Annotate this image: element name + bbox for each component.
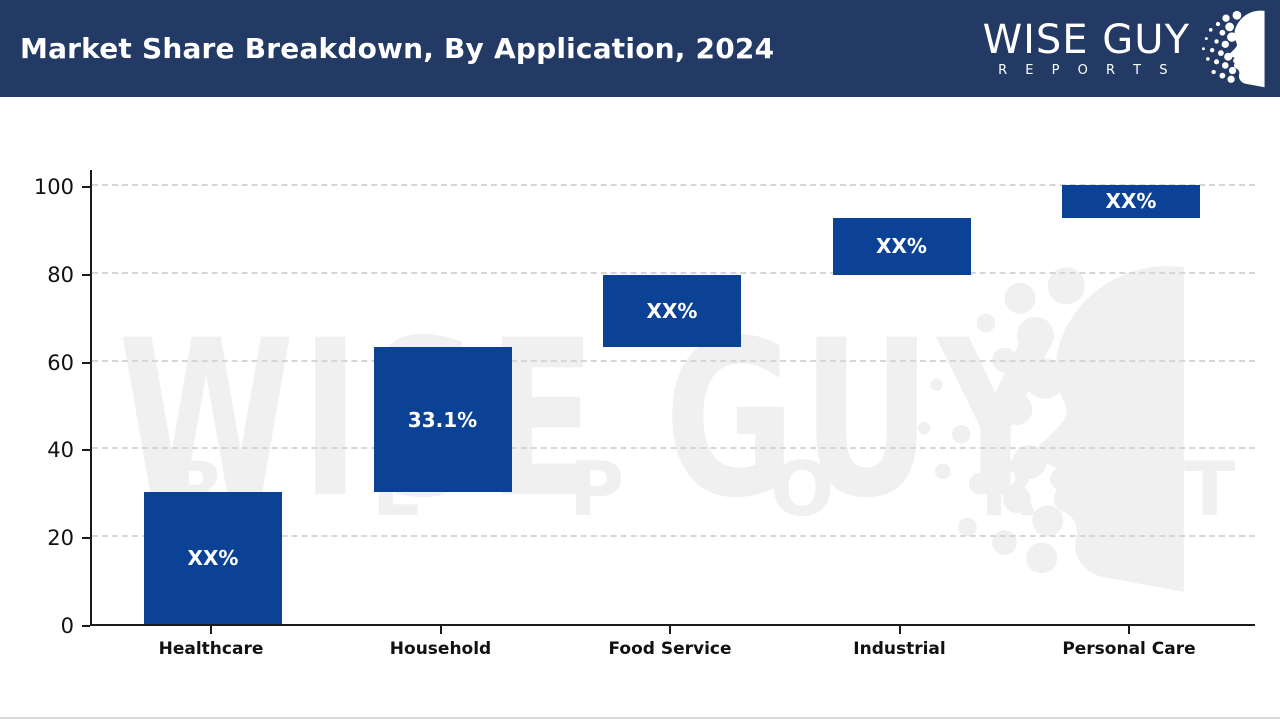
bar-value-label: XX% (187, 546, 239, 571)
y-axis-tick-label: 60 (47, 350, 74, 375)
x-axis-tick-mark (898, 626, 901, 634)
x-axis-tick-mark (210, 626, 212, 634)
bar-value-label: XX% (646, 299, 698, 323)
y-axis-tick-label: 40 (47, 438, 74, 463)
brand-subtitle: R E P O R T S (998, 63, 1175, 78)
gridline-100 (92, 184, 1255, 186)
header-banner: Market Share Breakdown, By Application, … (0, 0, 1280, 97)
gridline-20 (92, 535, 1255, 538)
x-axis-category-label: Household (389, 639, 492, 659)
plot-area: XX% 33.1% XX% XX% XX% (90, 170, 1255, 626)
bar-personal-care: XX% (1062, 185, 1200, 218)
brand-name: WISE GUY (982, 17, 1190, 63)
chart-card: WISE GUY R E P O R T S XX%33.1%XX%XX%XX%… (0, 97, 1280, 720)
y-axis-tick-mark (82, 537, 90, 540)
y-axis-tick-label: 100 (33, 175, 74, 199)
y-axis-tick-mark (82, 625, 90, 627)
y-axis-tick-mark (82, 361, 90, 364)
x-axis-category-label: Healthcare (158, 639, 264, 659)
bar-food-service: XX% (603, 275, 741, 347)
x-axis-category-label: Industrial (853, 639, 946, 659)
dotted-head-profile-icon (1202, 10, 1265, 88)
bar-industrial: XX% (832, 217, 971, 275)
x-axis-tick-mark (669, 626, 671, 634)
watermark-head-icon (918, 266, 1184, 592)
x-axis-category-label: Food Service (608, 639, 732, 659)
bar-value-label: 33.1% (407, 407, 478, 432)
y-axis-tick-label: 0 (60, 614, 74, 638)
bar-value-label: XX% (876, 234, 927, 259)
bar-value-label: XX% (1105, 189, 1157, 214)
x-axis-tick-mark (1128, 626, 1130, 634)
brand-logo: WISE GUY R E P O R T S (983, 6, 1266, 90)
x-axis-tick-mark (439, 626, 442, 634)
bar-healthcare: XX% (144, 492, 282, 624)
gridline-60 (92, 359, 1255, 362)
page-title: Market Share Breakdown, By Application, … (20, 32, 775, 65)
brand-logo-text: WISE GUY R E P O R T S (983, 18, 1190, 78)
y-axis-tick-mark (82, 186, 90, 188)
gridline-80 (92, 271, 1255, 274)
x-axis-category-label: Personal Care (1062, 639, 1196, 659)
y-axis-tick-label: 80 (47, 262, 74, 287)
y-axis-tick-label: 20 (47, 526, 74, 551)
bottom-divider (0, 717, 1280, 719)
gridline-40 (92, 447, 1255, 450)
y-axis-tick-mark (82, 449, 90, 452)
y-axis-tick-mark (82, 273, 90, 276)
bar-household: 33.1% (373, 347, 512, 493)
